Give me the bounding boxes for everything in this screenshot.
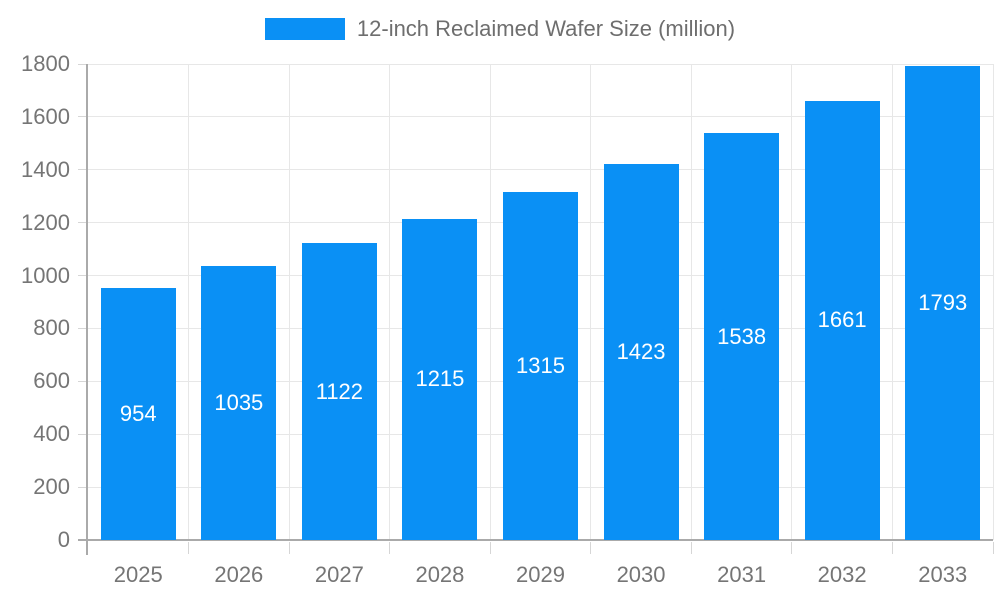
x-axis-tick-label: 2028 bbox=[415, 562, 465, 587]
legend-label: 12-inch Reclaimed Wafer Size (million) bbox=[356, 16, 736, 41]
y-tick-mark bbox=[78, 63, 88, 65]
x-axis-tick-label: 2032 bbox=[817, 562, 867, 587]
x-tick-mark bbox=[690, 542, 692, 554]
legend-swatch bbox=[264, 18, 345, 40]
bar[interactable] bbox=[201, 266, 277, 540]
x-tick-mark bbox=[891, 542, 893, 554]
y-axis-line bbox=[86, 64, 88, 555]
x-axis-tick-label: 2031 bbox=[717, 562, 767, 587]
y-axis-tick-label: 1400 bbox=[21, 156, 70, 182]
bar[interactable] bbox=[704, 133, 780, 540]
y-tick-mark bbox=[78, 433, 88, 435]
bar[interactable] bbox=[301, 243, 377, 540]
x-tick-mark bbox=[489, 542, 491, 554]
bar[interactable] bbox=[503, 192, 578, 540]
y-axis-tick-label: 1800 bbox=[21, 51, 70, 76]
y-tick-mark bbox=[78, 380, 88, 382]
x-axis-tick-label: 2030 bbox=[616, 562, 666, 587]
x-axis-tick-label: 2025 bbox=[113, 562, 163, 587]
y-tick-mark bbox=[78, 327, 88, 329]
y-axis-tick-label: 1600 bbox=[21, 103, 70, 129]
x-tick-mark bbox=[791, 542, 793, 554]
y-tick-mark bbox=[78, 222, 88, 224]
x-tick-mark bbox=[992, 542, 994, 554]
y-gridline bbox=[88, 116, 993, 118]
x-gridline bbox=[590, 64, 592, 540]
x-gridline bbox=[389, 64, 391, 540]
bar[interactable] bbox=[402, 218, 478, 540]
y-axis-tick-label: 800 bbox=[33, 315, 70, 341]
x-tick-mark bbox=[288, 542, 290, 554]
y-tick-mark bbox=[78, 116, 88, 118]
x-axis-tick-label: 2026 bbox=[214, 562, 264, 587]
x-axis-tick-label: 2033 bbox=[918, 562, 968, 587]
x-tick-mark bbox=[389, 542, 391, 554]
x-axis-tick-label: 2027 bbox=[314, 562, 364, 587]
y-axis-tick-label: 200 bbox=[33, 474, 70, 500]
y-tick-mark bbox=[78, 275, 88, 277]
x-gridline bbox=[690, 64, 692, 540]
y-axis-tick-label: 1200 bbox=[21, 209, 70, 235]
y-gridline bbox=[88, 169, 993, 171]
y-tick-mark bbox=[78, 486, 88, 488]
x-gridline bbox=[489, 64, 491, 540]
bar[interactable] bbox=[905, 65, 981, 540]
x-gridline bbox=[992, 64, 994, 540]
x-tick-mark bbox=[188, 542, 190, 554]
x-gridline bbox=[288, 64, 290, 540]
x-tick-mark bbox=[590, 542, 592, 554]
bar[interactable] bbox=[100, 287, 176, 540]
x-gridline bbox=[891, 64, 893, 540]
y-axis-tick-label: 0 bbox=[57, 527, 70, 552]
x-gridline bbox=[791, 64, 793, 540]
legend-item[interactable]: 12-inch Reclaimed Wafer Size (million) bbox=[0, 16, 1000, 42]
x-axis-tick-label: 2029 bbox=[516, 562, 565, 587]
y-gridline bbox=[88, 63, 993, 65]
y-tick-mark bbox=[78, 169, 88, 171]
x-axis-line bbox=[78, 539, 993, 541]
x-gridline bbox=[188, 64, 190, 540]
y-axis-tick-label: 600 bbox=[33, 368, 70, 394]
bar[interactable] bbox=[603, 163, 679, 540]
y-axis-tick-label: 400 bbox=[33, 421, 70, 447]
bar[interactable] bbox=[804, 100, 880, 540]
y-axis-tick-label: 1000 bbox=[21, 262, 70, 288]
